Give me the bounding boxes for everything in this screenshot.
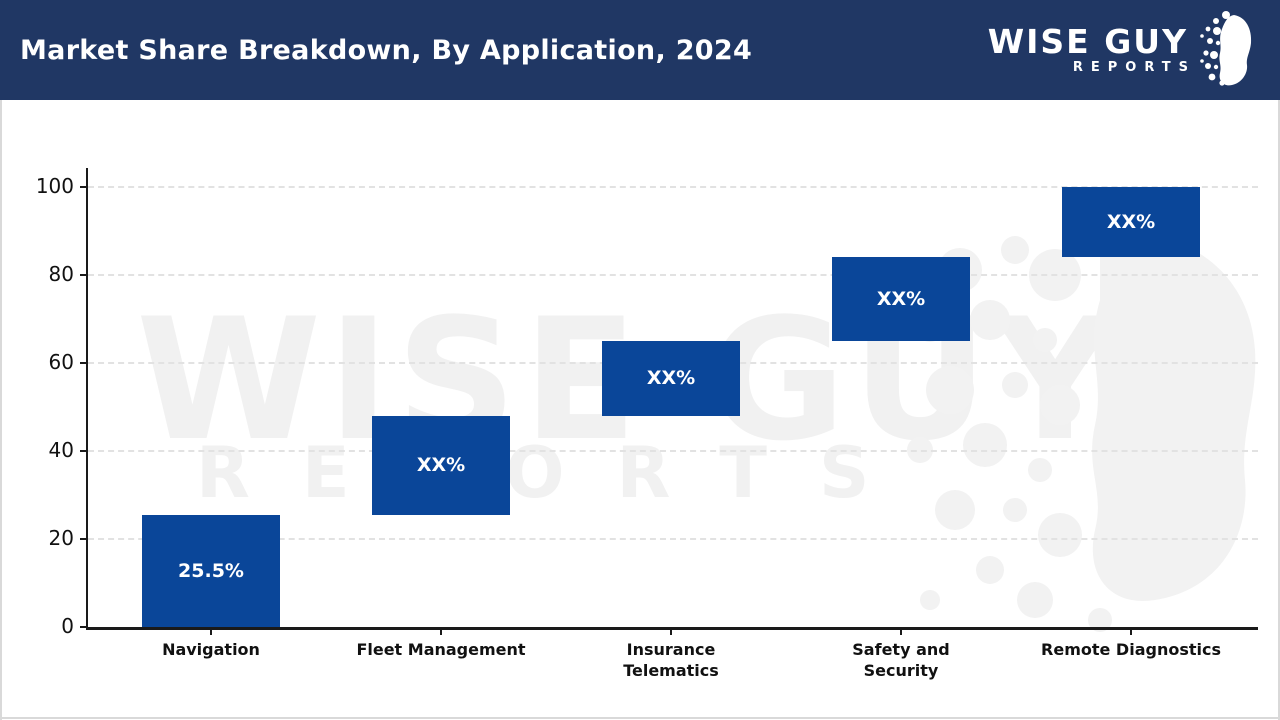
bar-3: XX% [832, 257, 970, 341]
x-category-label-3: Safety and Security [852, 640, 950, 680]
y-tick-label-60: 60 [48, 350, 74, 374]
x-category-label-0: Navigation [162, 640, 260, 659]
y-tick-label-40: 40 [48, 438, 74, 462]
x-category-label-2: Insurance Telematics [623, 640, 719, 680]
logo-face-icon [1200, 11, 1252, 86]
x-tick-mark-4 [1130, 627, 1132, 635]
bar-value-label-3: XX% [876, 288, 926, 311]
watermark-subtitle: REPORTS [196, 432, 922, 514]
bar-1: XX% [372, 415, 510, 515]
y-tick-mark-0 [80, 626, 88, 628]
bar-0: 25.5% [142, 514, 280, 627]
logo-subtitle: REPORTS [1072, 59, 1196, 75]
y-tick-mark-20 [80, 538, 88, 540]
frame-left-edge [0, 100, 2, 720]
x-tick-mark-1 [440, 627, 442, 635]
y-tick-label-20: 20 [48, 526, 74, 550]
chart-title: Market Share Breakdown, By Application, … [20, 34, 753, 66]
gridline-80 [88, 274, 1258, 276]
frame-bottom-edge [0, 717, 1280, 719]
y-axis-line [86, 168, 88, 629]
gridline-20 [88, 538, 1258, 540]
logo-wordmark: WISE GUY [987, 22, 1188, 62]
gridline-100 [88, 186, 1258, 188]
x-category-label-1: Fleet Management [356, 640, 526, 659]
x-category-label-4: Remote Diagnostics [1041, 640, 1221, 659]
y-tick-mark-40 [80, 450, 88, 452]
frame-right-edge [1278, 100, 1280, 720]
bar-value-label-4: XX% [1106, 211, 1156, 234]
x-tick-mark-3 [900, 627, 902, 635]
y-tick-label-100: 100 [35, 174, 74, 198]
logo-text: WISE GUY REPORTS [988, 25, 1188, 75]
bar-value-label-1: XX% [416, 454, 466, 477]
x-axis-line [86, 627, 1258, 630]
bar-value-label-2: XX% [646, 367, 696, 390]
bar-4: XX% [1062, 187, 1200, 258]
y-tick-mark-80 [80, 274, 88, 276]
bar-value-label-0: 25.5% [178, 559, 244, 582]
x-tick-mark-0 [210, 627, 212, 635]
y-tick-label-0: 0 [61, 614, 74, 638]
y-tick-label-80: 80 [48, 262, 74, 286]
bar-2: XX% [602, 341, 740, 416]
header-bar: Market Share Breakdown, By Application, … [0, 0, 1280, 100]
x-tick-mark-2 [670, 627, 672, 635]
wiseguy-logo: WISE GUY REPORTS [988, 9, 1254, 91]
y-tick-mark-60 [80, 362, 88, 364]
y-tick-mark-100 [80, 186, 88, 188]
gridline-40 [88, 450, 1258, 452]
